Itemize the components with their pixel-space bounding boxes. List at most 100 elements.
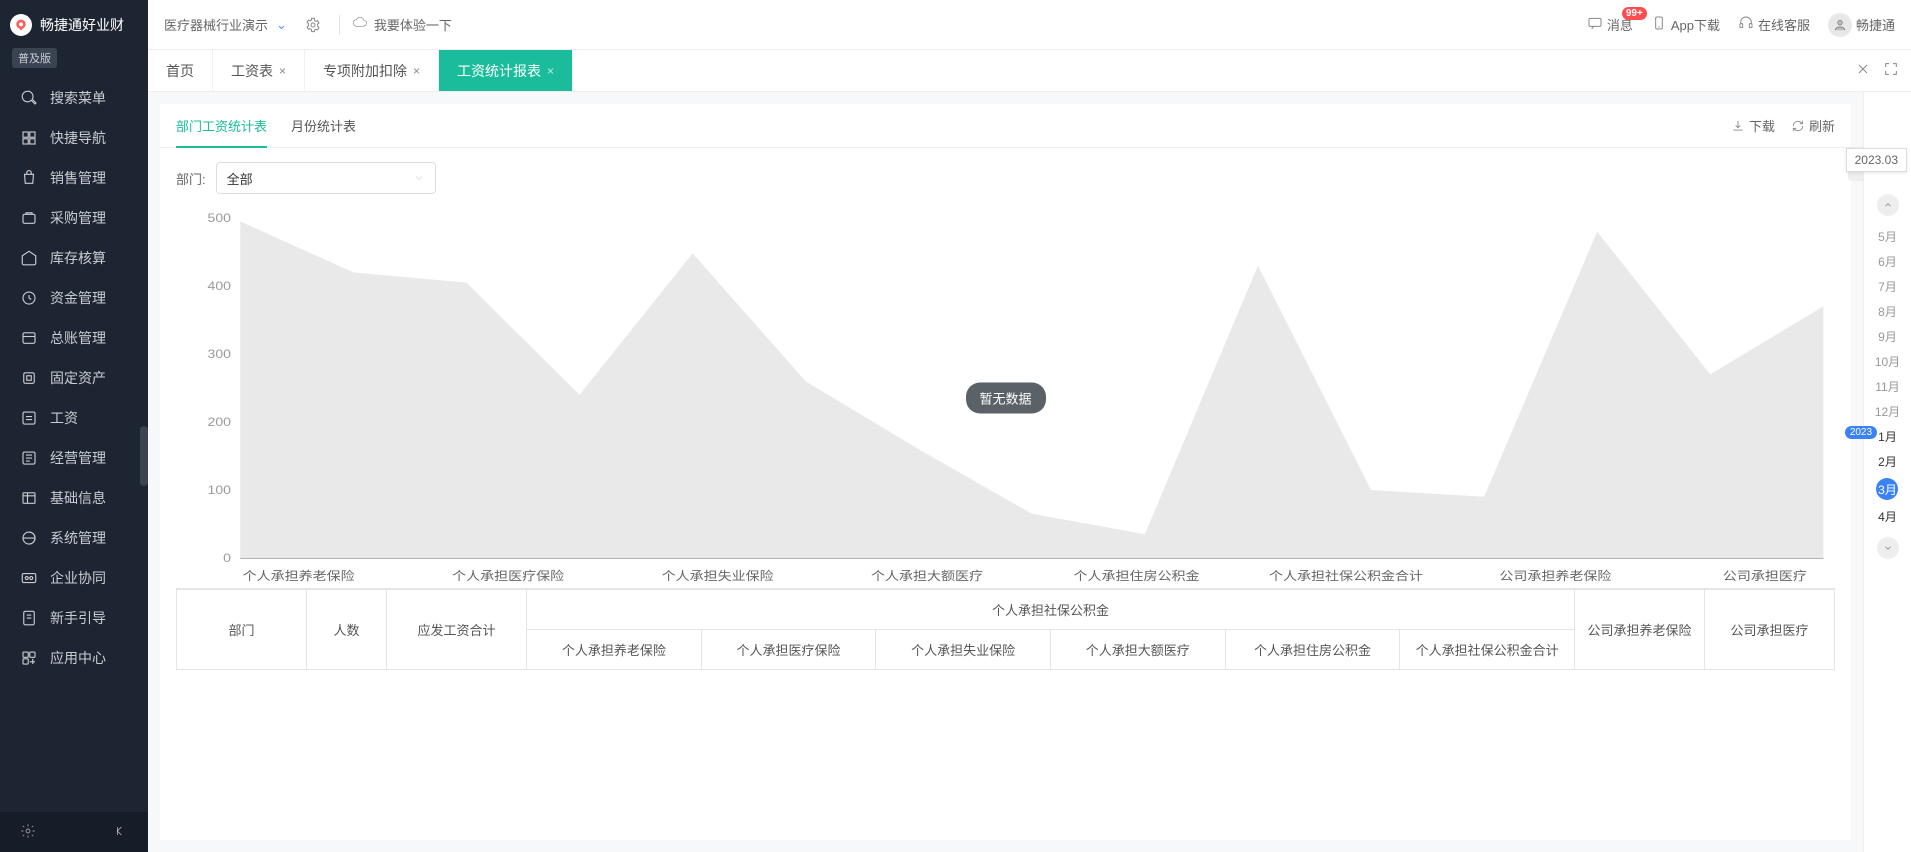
sidebar-item-4[interactable]: 库存核算 [0, 238, 148, 278]
tabs-row: 首页工资表×专项附加扣除×工资统计报表× [148, 50, 1911, 92]
sidebar-icon-3 [20, 209, 38, 227]
sidebar-label-7: 固定资产 [50, 368, 106, 388]
sidebar: 畅捷通好业财 普及版 搜索菜单快捷导航销售管理采购管理库存核算资金管理总账管理固… [0, 0, 148, 852]
tab-label-2: 专项附加扣除 [323, 61, 407, 81]
try-experience-button[interactable]: 我要体验一下 [352, 15, 452, 34]
th-sub-4: 个人承担住房公积金 [1225, 630, 1400, 670]
month-2月[interactable]: 2月 [1875, 449, 1900, 474]
year-badge: 2023 [1845, 426, 1877, 439]
messages-button[interactable]: 消息 99+ [1587, 15, 1633, 34]
sidebar-item-5[interactable]: 资金管理 [0, 278, 148, 318]
download-button[interactable]: 下载 [1731, 116, 1775, 135]
month-4月[interactable]: 4月 [1875, 504, 1900, 529]
tab-close-3[interactable]: × [547, 64, 554, 78]
tab-0[interactable]: 首页 [148, 50, 213, 91]
app-download-button[interactable]: App下载 [1651, 15, 1720, 34]
month-9月[interactable]: 9月 [1875, 324, 1900, 349]
svg-text:300: 300 [208, 347, 231, 361]
sidebar-item-14[interactable]: 应用中心 [0, 638, 148, 678]
month-5月[interactable]: 5月 [1875, 224, 1900, 249]
sidebar-header: 畅捷通好业财 [0, 0, 148, 50]
sidebar-icon-14 [20, 649, 38, 667]
sub-tab-0[interactable]: 部门工资统计表 [176, 104, 267, 147]
sub-tab-1[interactable]: 月份统计表 [291, 104, 356, 147]
svg-text:个人承担失业保险: 个人承担失业保险 [662, 569, 774, 583]
settings-gear-icon[interactable] [299, 11, 327, 39]
sidebar-icon-9 [20, 449, 38, 467]
tab-2[interactable]: 专项附加扣除 × [305, 50, 439, 91]
sidebar-icon-8 [20, 409, 38, 427]
tab-3[interactable]: 工资统计报表× [439, 50, 573, 91]
dept-select-value: 全部 [227, 169, 253, 188]
sidebar-item-7[interactable]: 固定资产 [0, 358, 148, 398]
collapse-icon[interactable] [112, 823, 128, 842]
tab-close-2[interactable]: × [413, 64, 420, 78]
org-selector[interactable]: 医疗器械行业演示 ⌄ [164, 15, 287, 34]
sidebar-label-2: 销售管理 [50, 168, 106, 188]
user-menu[interactable]: 畅捷通 [1828, 13, 1895, 37]
sidebar-label-10: 基础信息 [50, 488, 106, 508]
sidebar-label-12: 企业协同 [50, 568, 106, 588]
month-1月[interactable]: 20231月 [1875, 424, 1900, 449]
month-3月[interactable]: 3月 [1875, 474, 1900, 504]
salary-chart: 0100200300400500个人承担养老保险个人承担医疗保险个人承担失业保险… [176, 208, 1835, 588]
headset-icon [1738, 15, 1754, 34]
svg-text:200: 200 [208, 415, 231, 429]
sidebar-icon-6 [20, 329, 38, 347]
month-8月[interactable]: 8月 [1875, 299, 1900, 324]
fullscreen-icon[interactable] [1883, 61, 1899, 80]
settings-icon[interactable] [20, 823, 36, 842]
edition-badge: 普及版 [12, 48, 57, 68]
timeline-rail: 2023.03 5月6月7月8月9月10月11月12月20231月2月3月4月 [1863, 92, 1911, 852]
sidebar-item-0[interactable]: 搜索菜单 [0, 78, 148, 118]
service-label: 在线客服 [1758, 15, 1810, 34]
sidebar-item-13[interactable]: 新手引导 [0, 598, 148, 638]
sidebar-label-11: 系统管理 [50, 528, 106, 548]
month-11月[interactable]: 11月 [1875, 374, 1900, 399]
th-sub-2: 个人承担失业保险 [876, 630, 1051, 670]
month-12月[interactable]: 12月 [1875, 399, 1900, 424]
sidebar-item-1[interactable]: 快捷导航 [0, 118, 148, 158]
topbar: 医疗器械行业演示 ⌄ 我要体验一下 消息 99+ App下载 在线客服 畅捷通 [148, 0, 1911, 50]
th-sub-0: 个人承担养老保险 [527, 630, 702, 670]
dept-select[interactable]: 全部 [216, 162, 436, 194]
th-sub-7: 公司承担医疗 [1705, 590, 1835, 670]
svg-text:500: 500 [208, 211, 231, 225]
sidebar-item-12[interactable]: 企业协同 [0, 558, 148, 598]
chevron-down-icon [413, 172, 425, 184]
month-10月[interactable]: 10月 [1875, 349, 1900, 374]
svg-text:公司承担医疗: 公司承担医疗 [1723, 569, 1807, 583]
sidebar-item-2[interactable]: 销售管理 [0, 158, 148, 198]
download-label: 下载 [1749, 116, 1775, 135]
sidebar-icon-12 [20, 569, 38, 587]
sidebar-icon-11 [20, 529, 38, 547]
month-prev-button[interactable] [1877, 194, 1899, 216]
sidebar-label-14: 应用中心 [50, 648, 106, 668]
th-count: 人数 [307, 590, 387, 670]
month-next-button[interactable] [1877, 537, 1899, 559]
sidebar-scrollbar[interactable] [140, 426, 148, 486]
current-date-chip: 2023.03 [1846, 148, 1907, 172]
refresh-button[interactable]: 刷新 [1791, 116, 1835, 135]
sidebar-item-3[interactable]: 采购管理 [0, 198, 148, 238]
sidebar-item-10[interactable]: 基础信息 [0, 478, 148, 518]
th-sub-3: 个人承担大额医疗 [1050, 630, 1225, 670]
svg-text:个人承担社保公积金合计: 个人承担社保公积金合计 [1269, 569, 1423, 583]
sidebar-icon-1 [20, 129, 38, 147]
month-6月[interactable]: 6月 [1875, 249, 1900, 274]
dept-filter-label: 部门: [176, 169, 206, 188]
tab-close-1[interactable]: × [279, 64, 286, 78]
sidebar-item-8[interactable]: 工资 [0, 398, 148, 438]
month-7月[interactable]: 7月 [1875, 274, 1900, 299]
sidebar-icon-2 [20, 169, 38, 187]
sidebar-label-8: 工资 [50, 408, 78, 428]
sidebar-item-9[interactable]: 经营管理 [0, 438, 148, 478]
tab-close-all-icon[interactable] [1855, 61, 1871, 80]
online-service-button[interactable]: 在线客服 [1738, 15, 1810, 34]
content-area: 部门工资统计表月份统计表 下载 刷新 部门: 全部 01002003 [148, 92, 1863, 852]
sidebar-item-11[interactable]: 系统管理 [0, 518, 148, 558]
tab-1[interactable]: 工资表× [213, 50, 305, 91]
sidebar-icon-10 [20, 489, 38, 507]
sidebar-item-6[interactable]: 总账管理 [0, 318, 148, 358]
app-logo-icon [10, 14, 32, 36]
